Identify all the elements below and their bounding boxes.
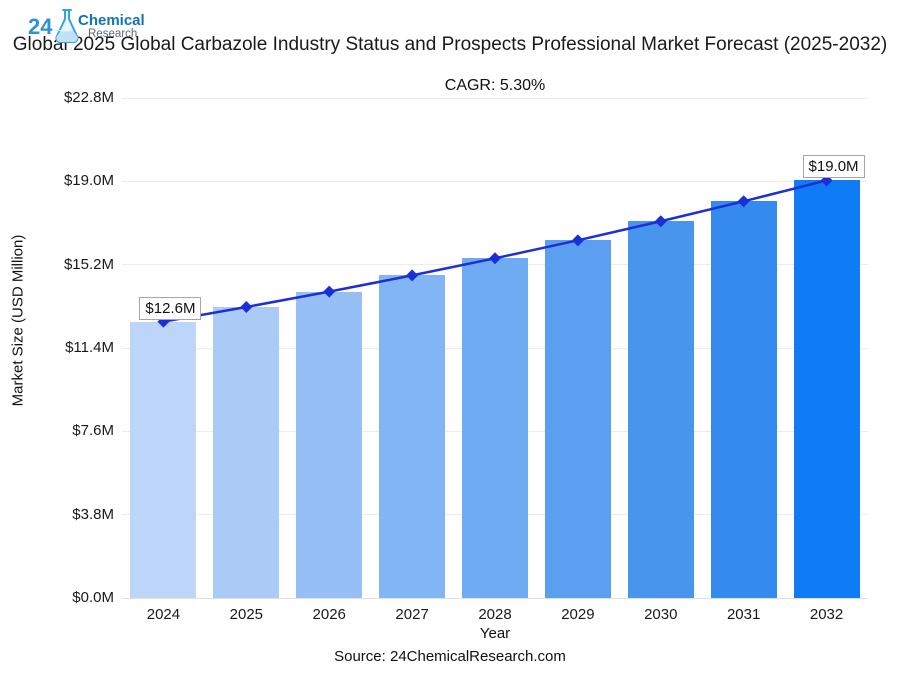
- x-tick-label: 2030: [644, 606, 678, 623]
- logo-text-chemical: Chemical: [78, 12, 145, 29]
- y-tick-label: $19.0M: [63, 172, 114, 190]
- y-axis-title: Market Size (USD Million): [9, 234, 27, 407]
- x-tick-label: 2026: [312, 606, 346, 623]
- x-tick-label: 2024: [146, 606, 181, 623]
- x-tick-label: 2028: [478, 606, 512, 623]
- page-title: Global 2025 Global Carbazole Industry St…: [12, 34, 888, 55]
- x-tick-label: 2029: [561, 606, 595, 623]
- grid-line: [122, 97, 868, 99]
- y-tick-label: $11.4M: [65, 339, 114, 356]
- flask-icon: [51, 6, 82, 51]
- bar-2024: [130, 321, 197, 598]
- bar-2026: [296, 291, 363, 598]
- grid-line: [122, 180, 868, 182]
- logo-number: 24: [28, 14, 53, 39]
- bar-2030: [627, 221, 694, 598]
- bar-2031: [710, 201, 777, 598]
- y-tick-label: $3.8M: [72, 505, 114, 523]
- bar-2032: [793, 180, 860, 598]
- bar-2029: [544, 240, 611, 598]
- y-tick-label: $7.6M: [72, 422, 114, 440]
- bar-2025: [213, 306, 280, 598]
- x-axis-title: Year: [479, 625, 511, 642]
- bar-2027: [379, 275, 446, 598]
- bar-2028: [462, 258, 528, 598]
- y-tick-label: $0.0M: [72, 589, 114, 606]
- logo-text-research: Research: [88, 28, 138, 40]
- grid-line: [122, 597, 868, 599]
- value-annotation: $12.6M: [139, 296, 202, 320]
- source-caption: Source: 24ChemicalResearch.com: [334, 648, 566, 665]
- x-tick-label: 2032: [809, 606, 844, 623]
- x-tick-label: 2031: [726, 606, 761, 623]
- brand-logo: 24 Chemical Research: [26, 6, 176, 46]
- y-tick-label: $15.2M: [63, 255, 114, 273]
- x-tick-label: 2027: [395, 606, 429, 623]
- cagr-subtitle: CAGR: 5.30%: [444, 77, 546, 94]
- y-tick-label: $22.8M: [63, 89, 114, 106]
- x-tick-label: 2025: [229, 606, 264, 623]
- value-annotation: $19.0M: [802, 155, 865, 179]
